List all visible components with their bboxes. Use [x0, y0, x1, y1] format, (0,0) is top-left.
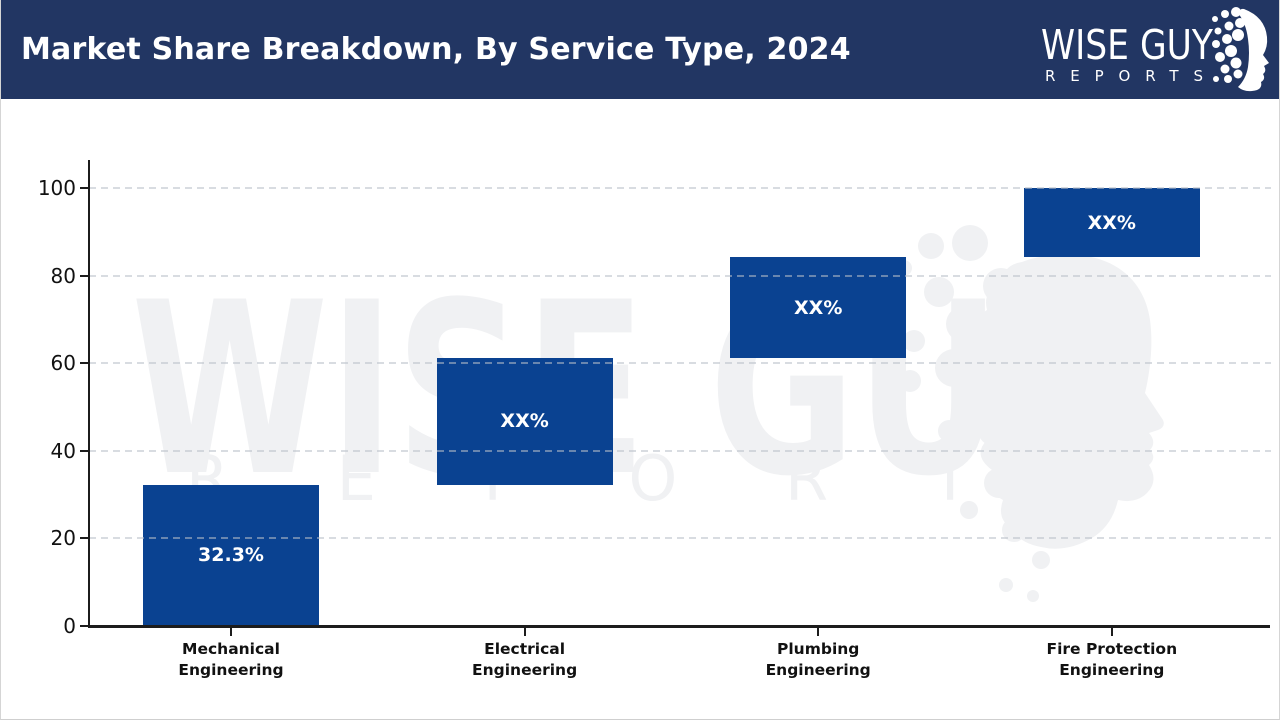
x-category-label-line: Engineering	[1059, 661, 1165, 679]
y-tick-label-60: 60	[50, 351, 76, 376]
y-tick-label-20: 20	[50, 526, 76, 551]
y-tick-label-100: 100	[37, 176, 76, 201]
x-category-label-line: Fire Protection	[1046, 640, 1178, 658]
logo-subtext: REPORTS	[1045, 67, 1203, 85]
bar-value-label: XX%	[794, 296, 843, 319]
x-category-label-line: Electrical	[484, 640, 566, 658]
x-category-label-line: Mechanical	[182, 640, 280, 658]
watermark-wordmark: WISE GUY	[131, 252, 1133, 529]
x-tick	[1110, 628, 1113, 636]
bar-segment: XX%	[1023, 188, 1200, 258]
x-category-label: Fire Protection Engineering	[1002, 639, 1222, 681]
logo-face-icon	[1212, 7, 1269, 92]
chart-title: Market Share Breakdown, By Service Type,…	[21, 32, 851, 67]
gridline-100	[89, 187, 1271, 190]
y-axis-line	[88, 160, 90, 627]
x-tick	[230, 628, 232, 636]
gridline-20	[89, 537, 1271, 540]
header-bar: Market Share Breakdown, By Service Type,…	[1, 0, 1279, 99]
y-tick-label-40: 40	[50, 438, 76, 463]
bar-segment: XX%	[436, 358, 613, 485]
x-category-label: Electrical Engineering	[415, 639, 635, 681]
gridline-80	[89, 274, 1271, 277]
x-category-label-line: Engineering	[178, 661, 284, 679]
bar-value-label: 32.3%	[198, 544, 264, 567]
bar-segment: XX%	[730, 257, 907, 359]
x-axis-line	[88, 625, 1270, 628]
x-category-label: Mechanical Engineering	[121, 639, 341, 681]
x-tick	[817, 628, 820, 636]
bar-value-label: XX%	[1087, 211, 1136, 234]
y-tick-80	[80, 274, 88, 277]
gridline-40	[89, 449, 1271, 452]
logo-wordmark: WISE GUY	[1041, 21, 1214, 69]
y-tick-label-80: 80	[50, 263, 76, 288]
x-category-label-line: Plumbing	[776, 640, 860, 658]
watermark-subtext: REPORTS	[186, 442, 1116, 515]
y-tick-label-0: 0	[63, 614, 76, 638]
x-category-label-line: Engineering	[765, 661, 871, 679]
bar-value-label: XX%	[500, 410, 549, 433]
y-tick-0	[80, 625, 88, 627]
x-category-label-line: Engineering	[472, 661, 578, 679]
y-tick-20	[80, 537, 88, 540]
watermark-face-icon	[883, 225, 1164, 602]
y-tick-60	[80, 362, 88, 365]
wise-guy-logo: WISE GUY REPORTS	[1041, 7, 1269, 92]
y-tick-100	[80, 187, 88, 190]
x-category-label: Plumbing Engineering	[708, 639, 928, 681]
bar-segment: 32.3%	[143, 484, 319, 626]
y-tick-40	[80, 449, 88, 452]
x-tick	[523, 628, 526, 636]
gridline-60	[89, 362, 1271, 365]
